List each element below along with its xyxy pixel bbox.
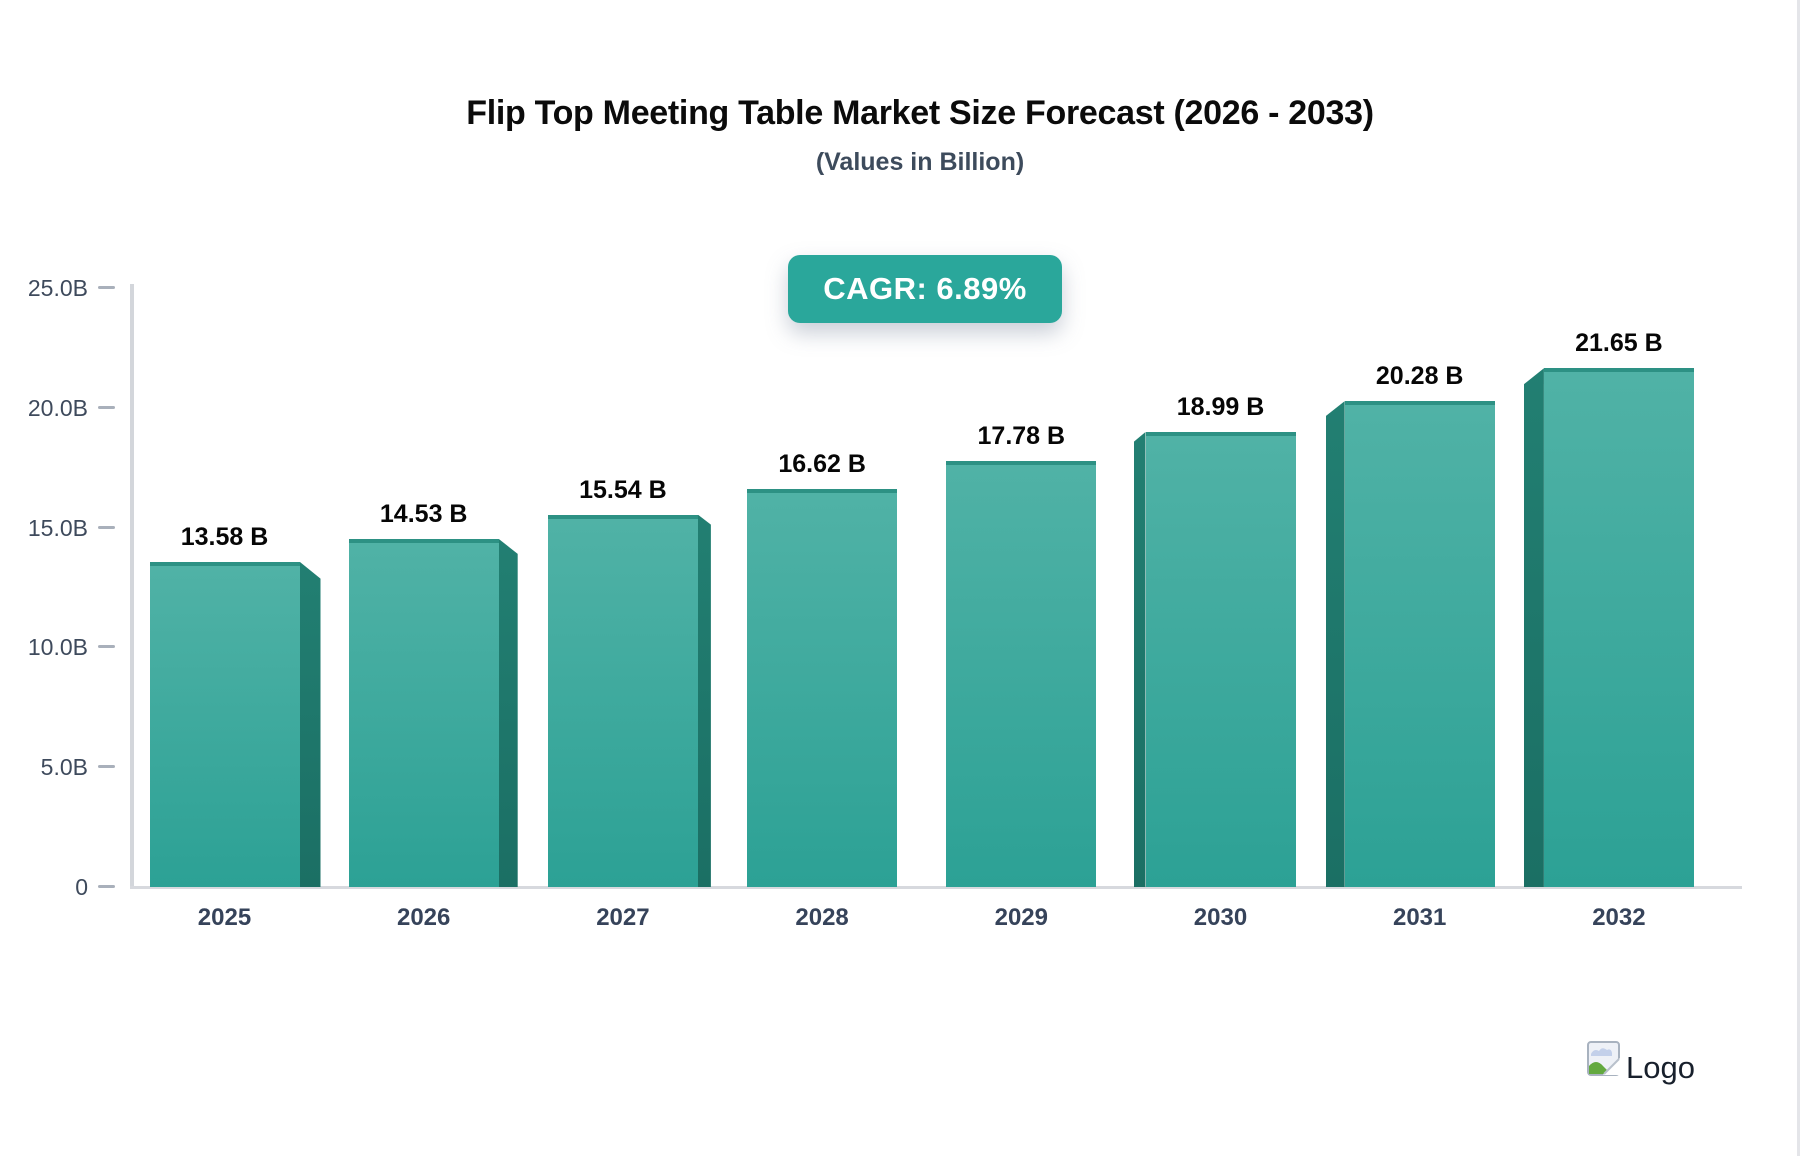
bar [149,561,300,887]
y-tick-dash [98,525,115,529]
y-axis-line [130,284,134,889]
y-tick-dash [98,885,115,888]
bar-value-label: 18.99 B [1176,392,1265,421]
y-tick-dash [98,286,115,289]
logo: Logo [1585,1040,1695,1083]
bar [1543,368,1694,887]
bar-value-label: 20.28 B [1375,362,1464,391]
bar-value-label: 16.62 B [778,449,866,478]
bar [747,488,898,887]
bar [946,460,1097,887]
bar-value-label: 15.54 B [579,475,667,504]
y-tick-label: 25.0B [27,275,88,301]
y-tick-label: 0 [75,874,88,900]
bar-side-face [299,561,321,887]
x-axis-label: 2026 [396,904,451,931]
x-axis-label: 2031 [1392,904,1447,931]
x-axis-label: 2029 [994,904,1048,931]
bar-side-face [1133,431,1146,887]
cagr-badge: CAGR: 6.89% [788,255,1062,323]
y-tick-dash [98,645,115,649]
bar-value-label: 14.53 B [379,499,468,528]
x-axis-label: 2028 [795,904,849,931]
x-axis-label: 2027 [596,904,650,931]
y-tick-dash [98,765,115,769]
bar [348,538,499,887]
logo-text: Logo [1626,1050,1695,1085]
bar-side-face [1523,368,1544,887]
y-tick-dash [98,405,115,409]
bar-side-face [1325,401,1345,887]
bar-value-label: 13.58 B [180,522,269,551]
x-axis-label: 2032 [1592,904,1646,931]
bar-side-face [498,538,518,887]
y-tick-label: 10.0B [27,634,88,661]
y-tick-label: 20.0B [27,394,88,421]
x-baseline [130,886,1742,889]
bar-side-face [697,514,711,887]
chart-subtitle: (Values in Billion) [815,148,1025,176]
bar [1344,401,1495,887]
y-tick-label: 5.0B [40,754,88,781]
x-axis-label: 2025 [197,904,252,931]
chart-title: Flip Top Meeting Table Market Size Forec… [466,94,1374,132]
x-axis-label: 2030 [1193,904,1248,931]
bar [1145,431,1296,887]
broken-image-icon [1585,1040,1625,1083]
bar-value-label: 17.78 B [977,421,1066,450]
y-tick-label: 15.0B [27,514,88,541]
bar [547,514,698,887]
bar-value-label: 21.65 B [1575,329,1663,358]
